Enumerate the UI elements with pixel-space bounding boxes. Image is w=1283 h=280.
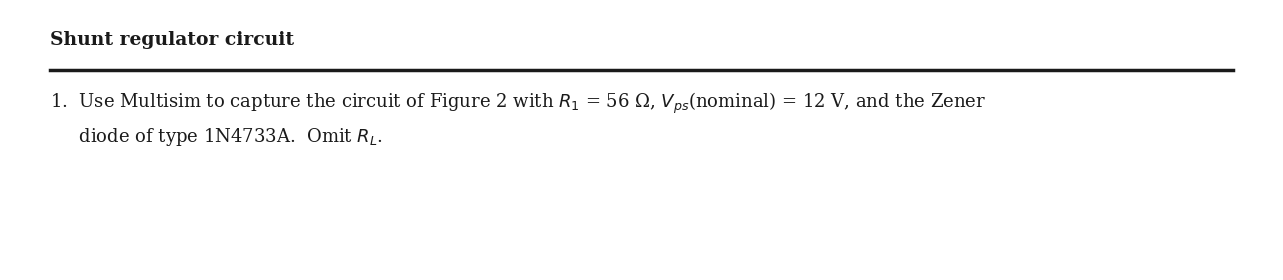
Text: 1.  Use Multisim to capture the circuit of Figure 2 with $R_1$ = 56 Ω, $V_{ps}$(: 1. Use Multisim to capture the circuit o… — [50, 91, 987, 116]
Text: Shunt regulator circuit: Shunt regulator circuit — [50, 31, 294, 49]
Text: diode of type 1N4733A.  Omit $R_L$.: diode of type 1N4733A. Omit $R_L$. — [50, 126, 384, 148]
